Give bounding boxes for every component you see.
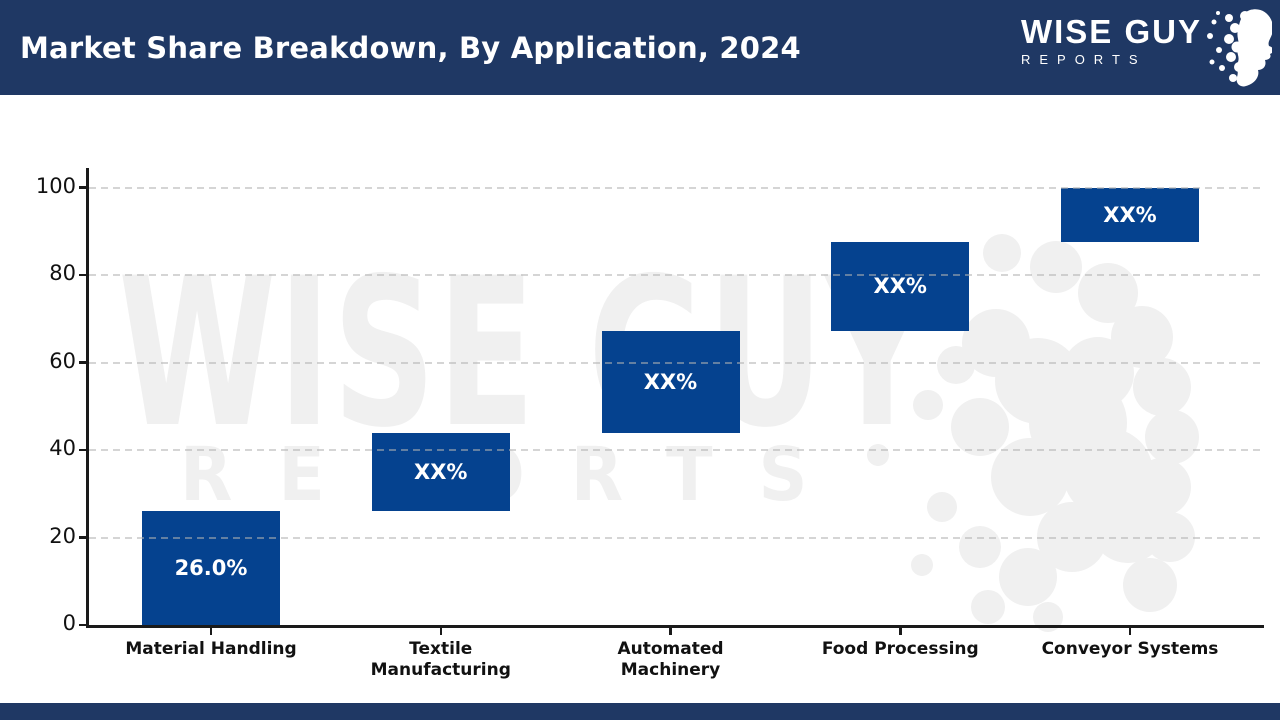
bar-material-handling: 26.0% — [142, 511, 280, 625]
x-category-label: Food Processing — [821, 639, 979, 659]
bar-value-label: 26.0% — [174, 556, 248, 581]
bar-value-label: XX% — [1103, 202, 1157, 227]
x-axis-line — [86, 625, 1264, 628]
x-tick-mark — [439, 627, 442, 635]
bar-food-processing: XX% — [831, 242, 970, 331]
bar-value-label: XX% — [873, 274, 927, 299]
gridline — [89, 274, 1262, 276]
x-category-label: Automated Machinery — [617, 639, 724, 680]
y-tick-mark — [79, 186, 87, 189]
page-title: Market Share Breakdown, By Application, … — [20, 30, 801, 65]
y-tick-mark — [79, 361, 87, 364]
gridline — [89, 186, 1262, 189]
logo-reports-label: REPORTS — [1020, 52, 1147, 67]
logo-wise-guy-label: WISE GUY — [1020, 13, 1202, 50]
gridline — [89, 361, 1262, 364]
y-axis-line — [86, 168, 89, 627]
watermark-dotted-head-graphic — [867, 234, 1199, 632]
y-tick-label: 40 — [49, 436, 76, 460]
header-band: Market Share Breakdown, By Application, … — [0, 0, 1280, 95]
y-tick-label: 80 — [49, 261, 76, 285]
footer-bar — [0, 703, 1280, 720]
x-tick-mark — [669, 627, 672, 635]
gridline — [89, 536, 1262, 539]
y-tick-mark — [79, 448, 87, 452]
wise-guy-logo-face-icon — [1207, 9, 1272, 87]
x-tick-mark — [899, 627, 902, 635]
gridline — [89, 449, 1262, 451]
x-category-label: Conveyor Systems — [1041, 639, 1219, 659]
y-tick-label: 100 — [35, 173, 76, 198]
x-category-label: Textile Manufacturing — [370, 639, 511, 680]
watermark-wise-guy-text: WISE GUY — [118, 235, 931, 473]
x-tick-mark — [1128, 627, 1132, 635]
y-tick-label: 60 — [49, 348, 76, 373]
x-tick-mark — [209, 627, 213, 635]
y-tick-mark — [79, 536, 87, 539]
y-tick-mark — [79, 623, 87, 627]
bar-value-label: XX% — [414, 460, 468, 485]
y-tick-label: 0 — [62, 611, 76, 635]
x-category-label: Material Handling — [125, 639, 297, 659]
bar-textile-manufacturing: XX% — [371, 433, 510, 512]
wise-guy-logo-text: WISE GUY REPORTS — [1020, 13, 1202, 68]
bar-conveyor-systems: XX% — [1061, 187, 1199, 243]
y-tick-mark — [79, 273, 87, 277]
bar-value-label: XX% — [643, 369, 698, 394]
bar-automated-machinery: XX% — [601, 330, 740, 434]
y-tick-label: 20 — [49, 523, 76, 548]
